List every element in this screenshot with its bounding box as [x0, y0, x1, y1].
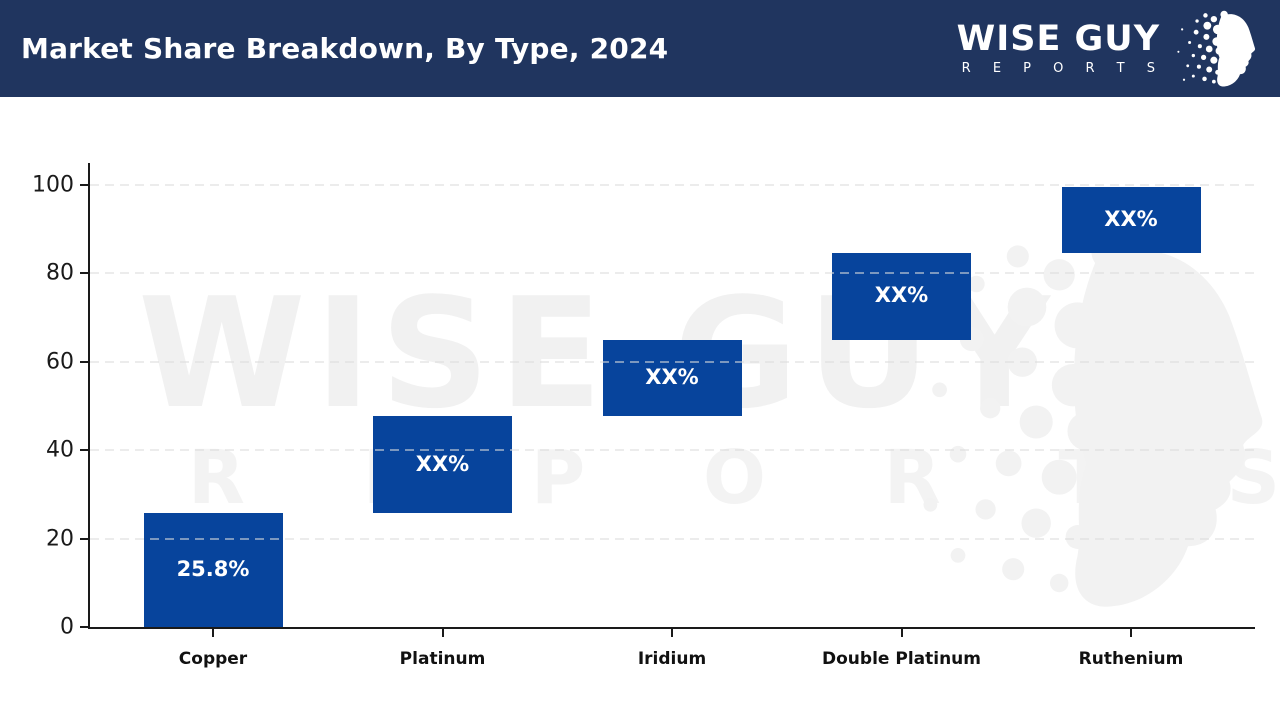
x-axis-tick-mark — [441, 629, 444, 637]
bar-value-label: 25.8% — [176, 556, 250, 581]
bar-value-label: XX% — [645, 364, 699, 389]
x-axis-category-label: Ruthenium — [1078, 649, 1184, 669]
bar-value-label: XX% — [415, 451, 470, 476]
bar-segment-copper[interactable] — [143, 512, 283, 627]
x-axis-category-label: Copper — [178, 649, 248, 669]
x-axis-tick-mark — [1130, 629, 1132, 637]
bar-segment-platinum[interactable] — [373, 416, 512, 513]
x-axis-category-label: Platinum — [399, 649, 486, 669]
bar-segment-double-platinum[interactable] — [832, 253, 971, 340]
gridline — [90, 272, 1255, 275]
y-axis-tick-label: 80 — [46, 260, 74, 286]
y-axis-tick-mark — [80, 272, 88, 275]
logo-text: WISE GUY R E P O R T S — [953, 18, 1164, 76]
y-axis-tick-label: 0 — [60, 614, 74, 640]
bar-value-label: XX% — [874, 283, 929, 308]
x-axis-tick-mark — [671, 629, 673, 637]
x-axis-category-label: Double Platinum — [822, 649, 981, 669]
x-axis-tick-mark — [900, 629, 903, 637]
page-title: Market Share Breakdown, By Type, 2024 — [21, 32, 669, 65]
watermark-head-icon — [923, 233, 1263, 607]
dotted-head-profile-icon — [1177, 10, 1256, 86]
y-axis-tick-mark — [80, 184, 88, 187]
gridline — [90, 449, 1255, 452]
y-axis-tick-mark — [80, 626, 88, 628]
header-bar: Market Share Breakdown, By Type, 2024 WI… — [0, 0, 1280, 97]
y-axis-tick-label: 40 — [46, 437, 74, 463]
y-axis-tick-mark — [80, 360, 88, 363]
gridline — [90, 537, 1255, 540]
y-axis-tick-label: 100 — [32, 172, 74, 198]
bar-segment-ruthenium[interactable] — [1061, 187, 1201, 254]
x-axis-category-label: Iridium — [637, 649, 707, 669]
y-axis-tick-label: 60 — [46, 349, 74, 375]
logo-wordmark: WISE GUY — [956, 18, 1161, 59]
y-axis-tick-mark — [80, 537, 88, 540]
x-axis-tick-mark — [212, 629, 214, 637]
bar-value-label: XX% — [1104, 207, 1158, 232]
bar-segment-iridium[interactable] — [602, 339, 742, 417]
plot-area: 0 20 40 60 80 100 25.8% Copper XX% Platinum XX% Iri… — [32, 163, 1255, 669]
y-axis-tick-label: 20 — [46, 526, 74, 552]
wise-guy-logo: WISE GUY R E P O R T S — [953, 7, 1280, 91]
y-axis-tick-mark — [80, 449, 88, 452]
chart-canvas: WISE GUY R E P O R T S 0 20 40 60 80 100 25.8%… — [0, 97, 1280, 720]
logo-subtitle: R E P O R T S — [961, 60, 1164, 76]
gridline — [90, 360, 1255, 363]
gridline — [90, 184, 1255, 187]
